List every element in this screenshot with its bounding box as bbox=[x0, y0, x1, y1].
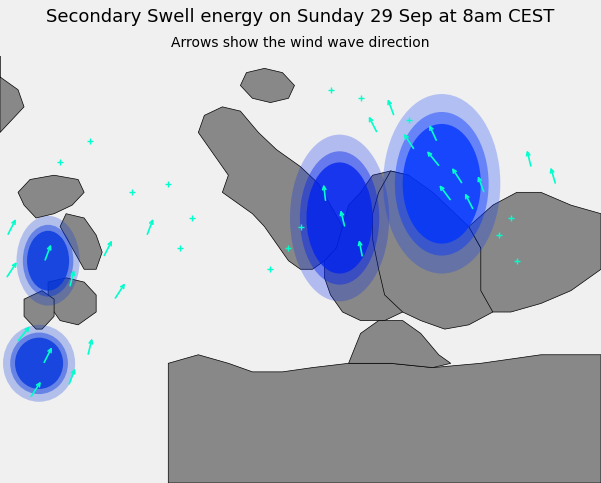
Ellipse shape bbox=[15, 338, 63, 389]
Ellipse shape bbox=[307, 162, 373, 273]
Polygon shape bbox=[168, 355, 601, 483]
Ellipse shape bbox=[290, 135, 389, 301]
Ellipse shape bbox=[23, 225, 73, 297]
Polygon shape bbox=[60, 213, 102, 270]
Ellipse shape bbox=[300, 151, 379, 284]
Polygon shape bbox=[24, 291, 54, 329]
Ellipse shape bbox=[403, 124, 481, 243]
Ellipse shape bbox=[10, 332, 68, 394]
Text: Secondary Swell energy on Sunday 29 Sep at 8am CEST: Secondary Swell energy on Sunday 29 Sep … bbox=[46, 8, 555, 26]
Ellipse shape bbox=[27, 231, 69, 291]
Polygon shape bbox=[198, 107, 343, 270]
Polygon shape bbox=[325, 171, 445, 321]
Text: Arrows show the wind wave direction: Arrows show the wind wave direction bbox=[171, 36, 430, 50]
Ellipse shape bbox=[16, 216, 79, 306]
Polygon shape bbox=[240, 69, 294, 102]
Polygon shape bbox=[373, 171, 499, 329]
Ellipse shape bbox=[383, 94, 501, 273]
Ellipse shape bbox=[3, 325, 75, 402]
Ellipse shape bbox=[395, 112, 489, 256]
Polygon shape bbox=[349, 321, 451, 368]
Polygon shape bbox=[0, 56, 24, 132]
Polygon shape bbox=[469, 192, 601, 312]
Polygon shape bbox=[18, 175, 84, 218]
Polygon shape bbox=[48, 278, 96, 325]
